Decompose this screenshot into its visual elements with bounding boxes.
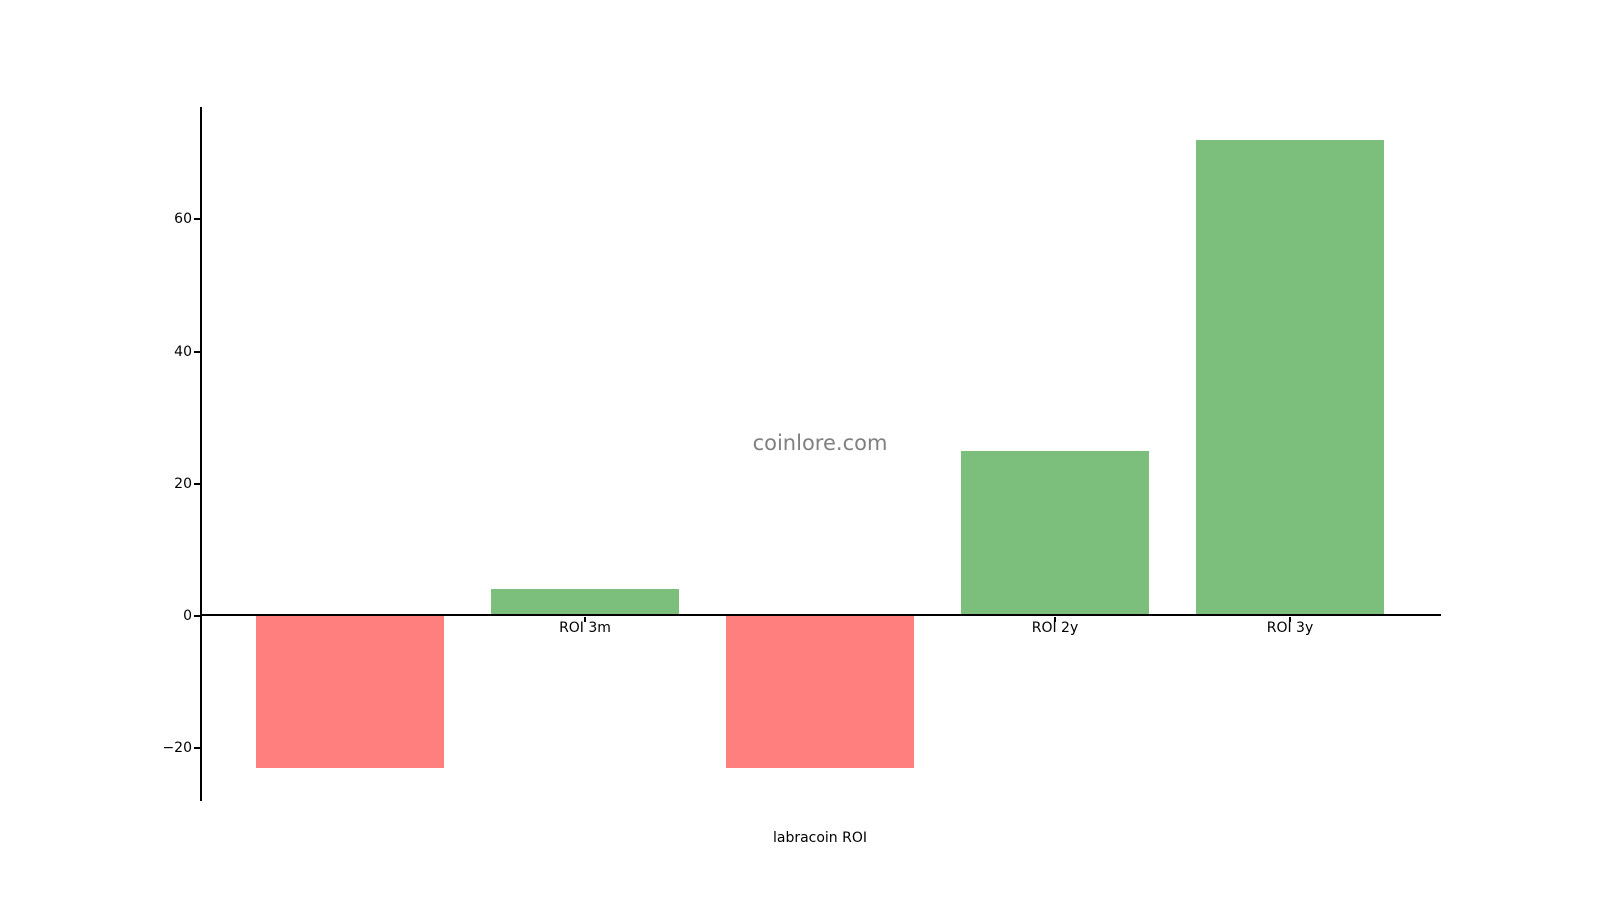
y-tick-label--20: −20 <box>162 740 192 757</box>
x-tick-label-roi-2y: ROI 2y <box>1031 620 1079 636</box>
x-tick-label-roi-3m: ROI 3m <box>559 620 611 636</box>
bar-item-2 <box>726 615 914 768</box>
x-tick-3 <box>1054 616 1056 622</box>
x-tick-1 <box>584 616 586 622</box>
bar-roi-2y <box>961 450 1149 616</box>
y-tick-label-40: 40 <box>174 343 192 360</box>
y-tick-0 <box>194 614 200 617</box>
y-tick-40 <box>194 350 200 353</box>
x-tick-4 <box>1289 616 1291 622</box>
y-tick-label-60: 60 <box>174 211 192 228</box>
watermark-text: coinlore.com <box>752 431 888 455</box>
x-axis-zero-line <box>200 614 1441 616</box>
bar-roi-3y <box>1196 140 1384 616</box>
y-tick-60 <box>194 218 200 221</box>
x-tick-label-roi-3y: ROI 3y <box>1266 620 1314 636</box>
y-tick--20 <box>194 747 200 750</box>
y-tick-label-20: 20 <box>174 475 192 492</box>
bar-item-0 <box>256 615 444 768</box>
y-axis-spine <box>200 107 202 801</box>
chart-xlabel: labracoin ROI <box>772 830 868 846</box>
bar-roi-3m <box>491 589 679 616</box>
y-tick-label-0: 0 <box>183 607 192 624</box>
y-tick-20 <box>194 482 200 485</box>
